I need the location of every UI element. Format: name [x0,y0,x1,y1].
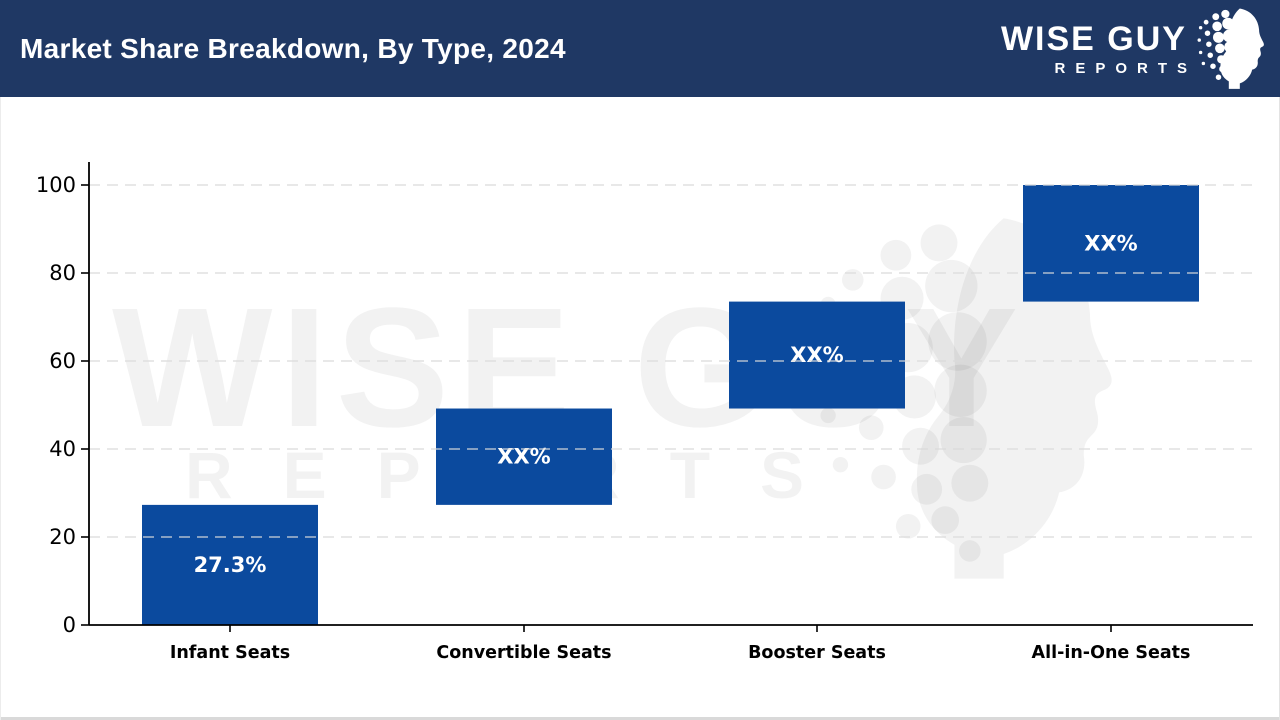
x-category-label-convertible-seats: Convertible Seats [436,643,611,663]
wiseguy-logo: WISE GUY REPORTS [1001,7,1280,91]
header-bar: Market Share Breakdown, By Type, 2024 WI… [0,0,1280,97]
page-title: Market Share Breakdown, By Type, 2024 [20,32,566,64]
y-tick-label-100: 100 [36,173,76,197]
x-category-label-all-in-one-seats: All-in-One Seats [1032,643,1191,663]
y-tick-label-60: 60 [49,349,76,373]
footer-strip [0,717,1280,720]
bar-value-label-all-in-one-seats: XX% [1084,231,1137,255]
logo-subtitle: REPORTS [1054,59,1197,77]
bar-value-label-infant-seats: 27.3% [194,553,267,577]
y-tick-label-20: 20 [49,525,76,549]
y-tick-label-80: 80 [49,261,76,285]
x-category-label-infant-seats: Infant Seats [170,643,290,663]
logo-wordmark: WISE GUY [1000,19,1187,58]
x-category-label-booster-seats: Booster Seats [748,643,886,663]
bar-value-label-booster-seats: XX% [790,343,843,367]
logo-text: WISE GUY REPORTS [1001,22,1187,76]
y-tick-label-40: 40 [49,437,76,461]
logo-face-icon [1197,7,1264,89]
bar-infant-seats [142,504,318,625]
bar-convertible-seats [436,408,612,505]
y-tick-label-0: 0 [63,613,76,637]
